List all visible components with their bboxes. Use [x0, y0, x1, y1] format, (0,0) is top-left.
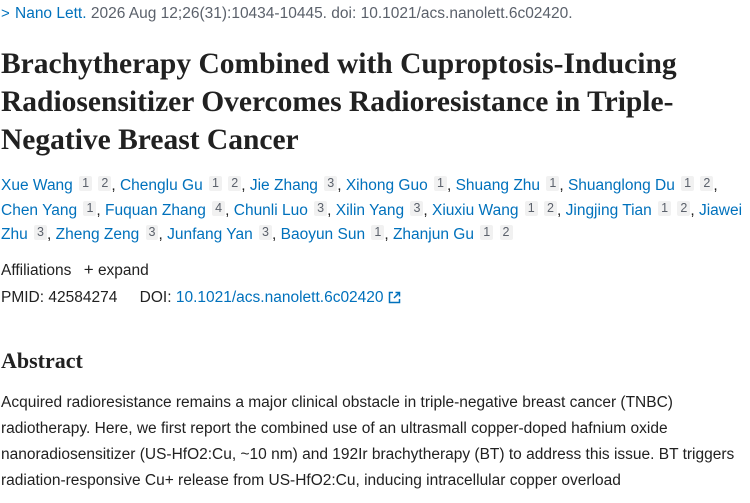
author-name[interactable]: Chenglu Gu [119, 177, 203, 194]
pmid-label: PMID: [1, 288, 45, 306]
citation-details: 2026 Aug 12;26(31):10434-10445. doi: 10.… [90, 5, 573, 22]
affiliation-number[interactable]: 1 [658, 200, 672, 216]
doi-label: DOI: [139, 288, 172, 306]
author-name[interactable]: Xihong Guo [345, 177, 428, 194]
author-name[interactable]: Jie Zhang [249, 177, 318, 194]
author-name[interactable]: Jiawei Zhu [1, 201, 743, 244]
author: Xilin Yang 3 [335, 200, 424, 219]
affiliation-number[interactable]: 1 [546, 176, 560, 191]
author-name[interactable]: Zheng Zeng [55, 226, 140, 243]
affiliation-number[interactable]: 1 [480, 225, 494, 240]
affiliation-number[interactable]: 3 [34, 225, 47, 240]
author-name[interactable]: Xilin Yang [335, 201, 405, 219]
author: Xue Wang 1 2 [1, 176, 112, 194]
affiliation-number[interactable]: 1 [83, 200, 97, 216]
affiliations-row: Affiliations + expand [1, 258, 746, 283]
article-title: Brachytherapy Combined with Cuproptosis-… [1, 48, 677, 156]
author: Chen Yang 1 [1, 200, 97, 219]
author-name[interactable]: Jingjing Tian [565, 201, 652, 219]
affiliation-number[interactable]: 3 [324, 176, 338, 191]
author-name[interactable]: Fuquan Zhang [105, 201, 206, 219]
affiliation-number[interactable]: 4 [212, 200, 226, 216]
external-link-icon [388, 291, 400, 303]
author: Zhanjun Gu 1 2 [392, 225, 513, 243]
affiliation-number[interactable]: 3 [410, 200, 424, 216]
journal-link[interactable]: Nano Lett. [15, 5, 87, 22]
author: Xihong Guo 1 [345, 176, 447, 194]
author-name[interactable]: Zhanjun Gu [392, 226, 474, 243]
author-name[interactable]: Baoyun Sun [280, 226, 366, 243]
author: Shuang Zhu 1 [455, 176, 560, 194]
affiliation-number[interactable]: 1 [209, 176, 222, 191]
citation: > Nano Lett. 2026 Aug 12;26(31):10434-104… [1, 3, 746, 25]
author-name[interactable]: Xiuxiu Wang [432, 201, 519, 219]
affiliation-number[interactable]: 2 [677, 200, 691, 216]
author-name[interactable]: Shuang Zhu [455, 177, 541, 194]
abstract-heading: Abstract [1, 347, 83, 373]
author: Chenglu Gu 1 2 [119, 176, 242, 194]
author: Jie Zhang 3 [249, 176, 338, 194]
ids-row: PMID: 42584274 DOI: 10.1021/acs.nanolett… [1, 286, 746, 310]
author: Baoyun Sun 1 [280, 225, 385, 243]
affiliation-number[interactable]: 1 [79, 176, 93, 191]
author: Zheng Zeng 3 [55, 225, 159, 243]
affiliations-label: Affiliations [1, 261, 72, 279]
affiliation-number[interactable]: 1 [681, 176, 695, 191]
article: > Nano Lett. 2026 Aug 12;26(31):10434-104… [0, 3, 746, 494]
affiliation-number[interactable]: 1 [524, 200, 538, 216]
pmid-value: 42584274 [48, 288, 118, 306]
expand-button[interactable]: expand [97, 261, 149, 279]
author-name[interactable]: Shuanglong Du [567, 177, 675, 194]
expand-chevron[interactable]: > [1, 5, 10, 22]
affiliation-number[interactable]: 3 [314, 200, 328, 216]
author: Jiawei Zhu 3 [1, 202, 742, 244]
author: Junfang Yan 3 [167, 225, 272, 243]
affiliation-number[interactable]: 3 [259, 225, 272, 240]
expand-icon[interactable]: + [83, 259, 94, 279]
author: Xiuxiu Wang 1 2 [432, 200, 557, 219]
affiliation-number[interactable]: 3 [145, 225, 159, 240]
body: > Nano Lett. 2026 Aug 12;26(31):10434-104… [0, 3, 750, 503]
affiliation-number[interactable]: 2 [228, 176, 242, 191]
affiliation-number[interactable]: 1 [434, 176, 447, 191]
affiliation-number[interactable]: 2 [544, 200, 557, 216]
affiliation-number[interactable]: 1 [371, 225, 385, 240]
author-name[interactable]: Chunli Luo [233, 201, 308, 219]
affiliation-number[interactable]: 2 [499, 225, 513, 240]
affiliation-number[interactable]: 2 [700, 176, 714, 191]
author: Fuquan Zhang 4 [105, 200, 226, 219]
doi-link[interactable]: 10.1021/acs.nanolett.6c02420 [175, 288, 384, 306]
author-name[interactable]: Xue Wang [1, 177, 73, 194]
affiliation-number[interactable]: 2 [98, 176, 112, 191]
author-name[interactable]: Chen Yang [1, 201, 78, 219]
author-list: Xue Wang 1 2, Chenglu Gu 1 2, Jie Zhang … [1, 176, 743, 244]
author: Jingjing Tian 1 2 [565, 200, 691, 219]
author: Shuanglong Du 1 2 [567, 176, 714, 194]
author-name[interactable]: Junfang Yan [167, 226, 253, 243]
author: Chunli Luo 3 [233, 200, 328, 219]
abstract-text: Acquired radioresistance remains a major… [1, 393, 735, 489]
